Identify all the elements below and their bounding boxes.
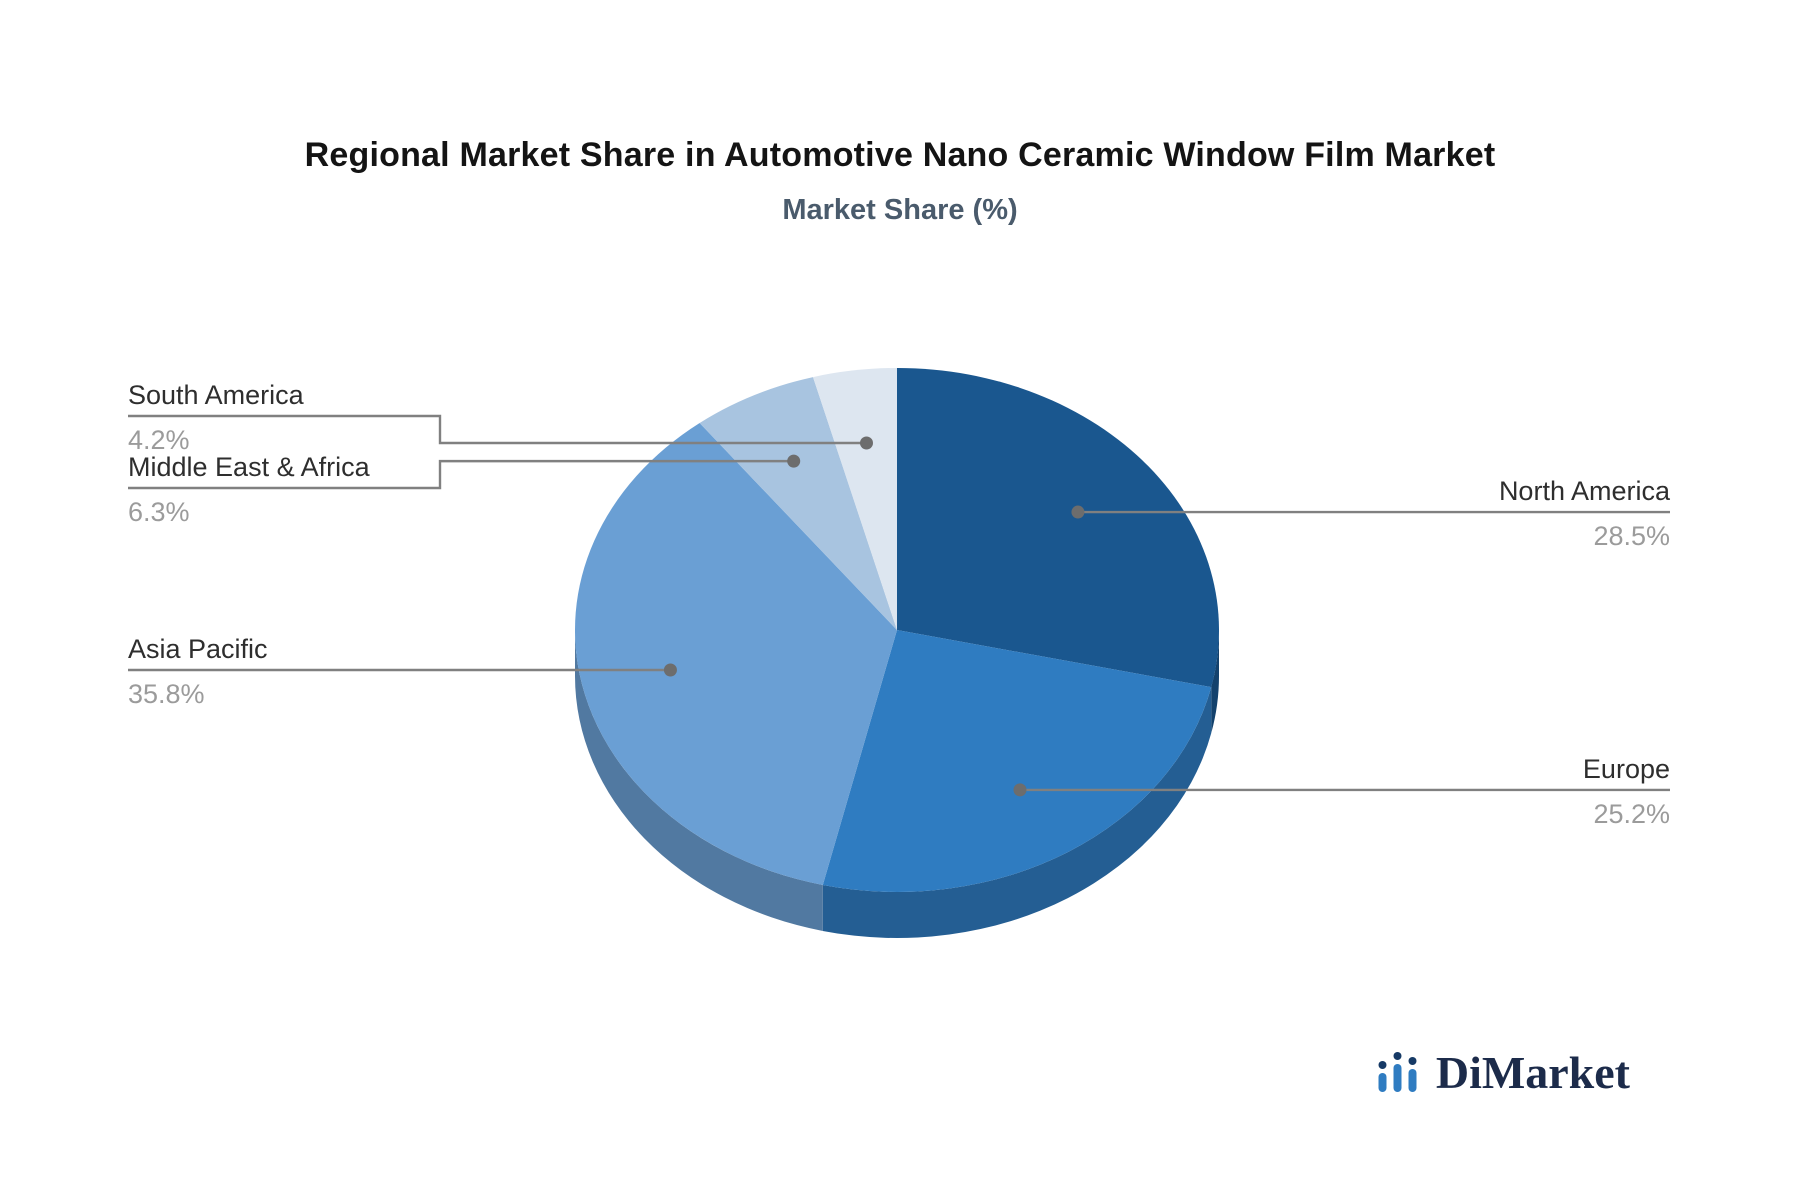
pie-slice-north-america[interactable] [897,368,1220,688]
slice-label-middle-east-africa: Middle East & Africa [128,452,370,482]
slice-percent-asia-pacific: 35.8% [128,678,205,709]
pie-slice-side-asia-pacific [575,630,823,931]
leader-line-middle-east-africa [128,459,794,490]
leader-dot-north-america [1071,505,1085,519]
leader-dot-south-america [859,436,873,450]
slice-percent-north-america: 28.5% [1593,521,1670,552]
slice-percent-europe: 25.2% [1593,798,1670,829]
slice-label-south-america: South America [128,380,304,410]
pie-slice-south-america[interactable] [813,368,897,630]
slice-label-north-america: North America [1498,476,1670,507]
leader-dot-middle-east-africa [787,454,801,468]
leader-dot-asia-pacific [663,663,677,677]
brand-logo: DiMarket [1374,1048,1630,1096]
brand-logo-text: DiMarket [1435,1047,1630,1098]
leader-line-south-america [128,414,867,445]
slice-label-europe: Europe [1582,753,1670,784]
pie-slice-side-north-america [1211,630,1219,734]
pie-slice-middle-east-africa[interactable] [699,377,897,630]
chart-subtitle: Market Share (%) [782,194,1018,226]
bar-chart-icon [1378,1052,1417,1092]
chart-title: Regional Market Share in Automotive Nano… [304,136,1496,174]
pie-slice-europe[interactable] [822,630,1212,892]
slice-percent-south-america: 4.2% [128,425,190,455]
pie-slice-asia-pacific[interactable] [575,422,897,885]
slice-label-asia-pacific: Asia Pacific [128,633,268,664]
leader-dot-europe [1013,783,1027,797]
slice-percent-middle-east-africa: 6.3% [128,497,190,527]
pie-slice-side-europe [822,687,1212,938]
